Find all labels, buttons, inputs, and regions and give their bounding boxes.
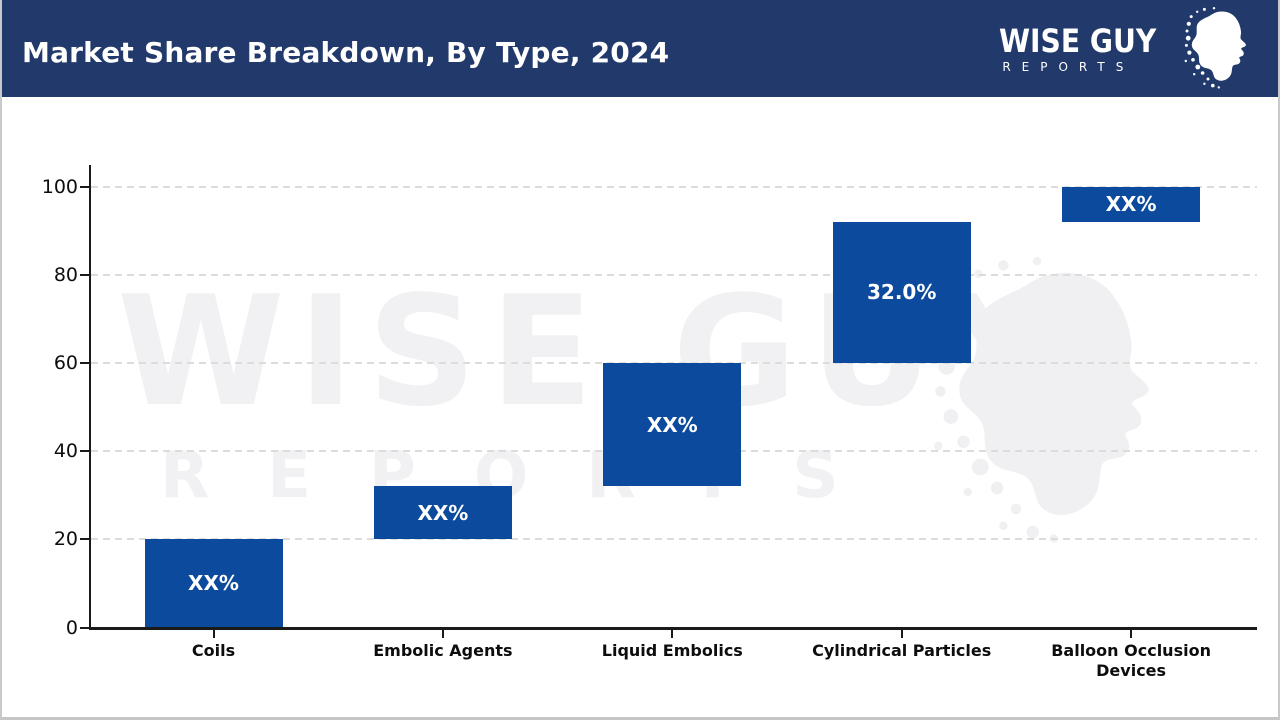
bar-segment: [144, 539, 283, 628]
x-axis-tick: [900, 628, 903, 638]
x-axis-category-label: Balloon Occlusion Devices: [1051, 641, 1211, 680]
y-axis-tick: [80, 361, 89, 364]
y-axis-tick: [80, 185, 89, 188]
bar-value-label: XX%: [417, 500, 469, 525]
x-axis-tick: [212, 628, 215, 638]
page-title: Market Share Breakdown, By Type, 2024: [22, 36, 670, 69]
y-axis-tick: [80, 538, 89, 541]
y-axis-line: [89, 165, 91, 630]
y-axis-tick: [80, 626, 89, 629]
face-profile-icon: [1184, 6, 1246, 89]
y-axis-tick: [80, 273, 89, 276]
logo-text: WISE GUY REPORTS: [999, 25, 1178, 73]
y-axis-tick-label: 20: [53, 528, 78, 551]
gridline: [91, 185, 1257, 188]
logo-subtitle: REPORTS: [1002, 59, 1135, 74]
x-axis-tick: [1130, 628, 1133, 638]
bar-value-label: 32.0%: [866, 280, 937, 305]
x-axis-category-label: Liquid Embolics: [601, 641, 743, 660]
x-axis-category-label: Cylindrical Particles: [812, 641, 992, 660]
gridline: [91, 273, 1257, 276]
bar-segment: [832, 221, 971, 363]
bar-segment: [373, 486, 512, 540]
x-axis-tick: [671, 628, 674, 638]
x-axis-category-label: Coils: [191, 641, 236, 660]
header-bar: Market Share Breakdown, By Type, 2024 WI…: [2, 0, 1278, 97]
x-axis-tick: [441, 628, 444, 638]
y-axis-tick-label: 80: [53, 263, 78, 286]
y-axis-tick-label: 60: [53, 351, 78, 374]
logo-wordmark: WISE GUY: [999, 21, 1157, 60]
watermark-face-icon: [934, 257, 1149, 543]
y-axis-tick-label: 100: [41, 175, 78, 198]
bar-value-label: XX%: [188, 571, 239, 596]
y-axis-tick: [80, 450, 89, 453]
x-axis-category-label: Embolic Agents: [373, 641, 513, 660]
wise-guy-logo: WISE GUY REPORTS: [999, 6, 1268, 91]
bar-value-label: XX%: [1105, 192, 1157, 217]
bar-segment: [1062, 186, 1201, 222]
x-axis-line: [89, 626, 1257, 630]
gridline: [91, 538, 1257, 541]
y-axis-tick-label: 0: [65, 616, 78, 639]
bar-value-label: XX%: [646, 412, 698, 437]
bar-segment: [603, 362, 742, 487]
y-axis-tick-label: 40: [53, 440, 78, 463]
